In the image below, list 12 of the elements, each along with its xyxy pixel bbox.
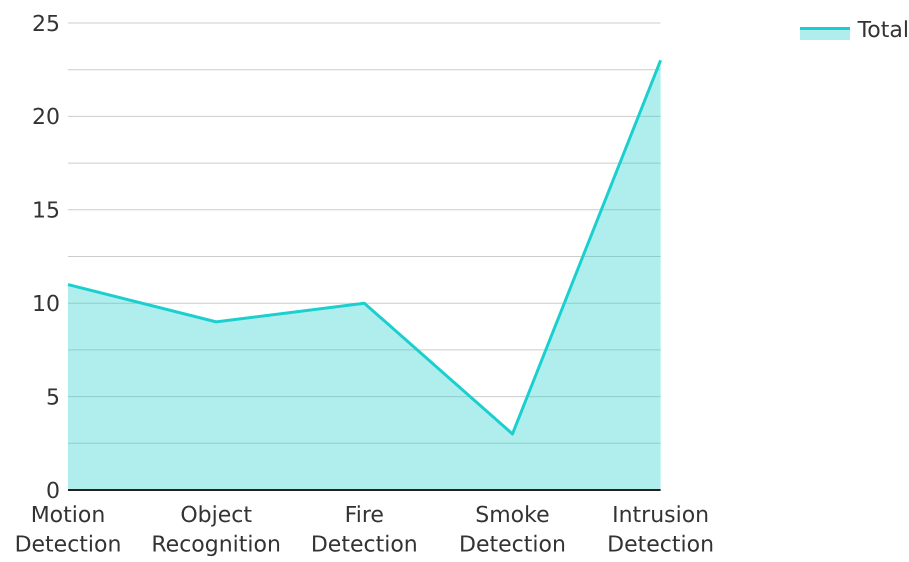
- y-tick-label: 0: [46, 478, 60, 504]
- y-tick-label: 20: [32, 105, 60, 130]
- y-tick-label: 25: [32, 12, 60, 37]
- x-tick-label: Object Recognition: [151, 502, 281, 558]
- x-tick-label: Motion Detection: [14, 502, 122, 558]
- y-tick-label: 10: [32, 292, 60, 318]
- x-tick-label: Smoke Detection: [459, 502, 566, 558]
- legend-label: Total: [858, 18, 909, 43]
- x-tick-label: Intrusion Detection: [607, 502, 714, 558]
- y-tick-label: 15: [32, 198, 60, 224]
- x-tick-label: Fire Detection: [310, 502, 418, 558]
- y-tick-label: 5: [46, 385, 60, 410]
